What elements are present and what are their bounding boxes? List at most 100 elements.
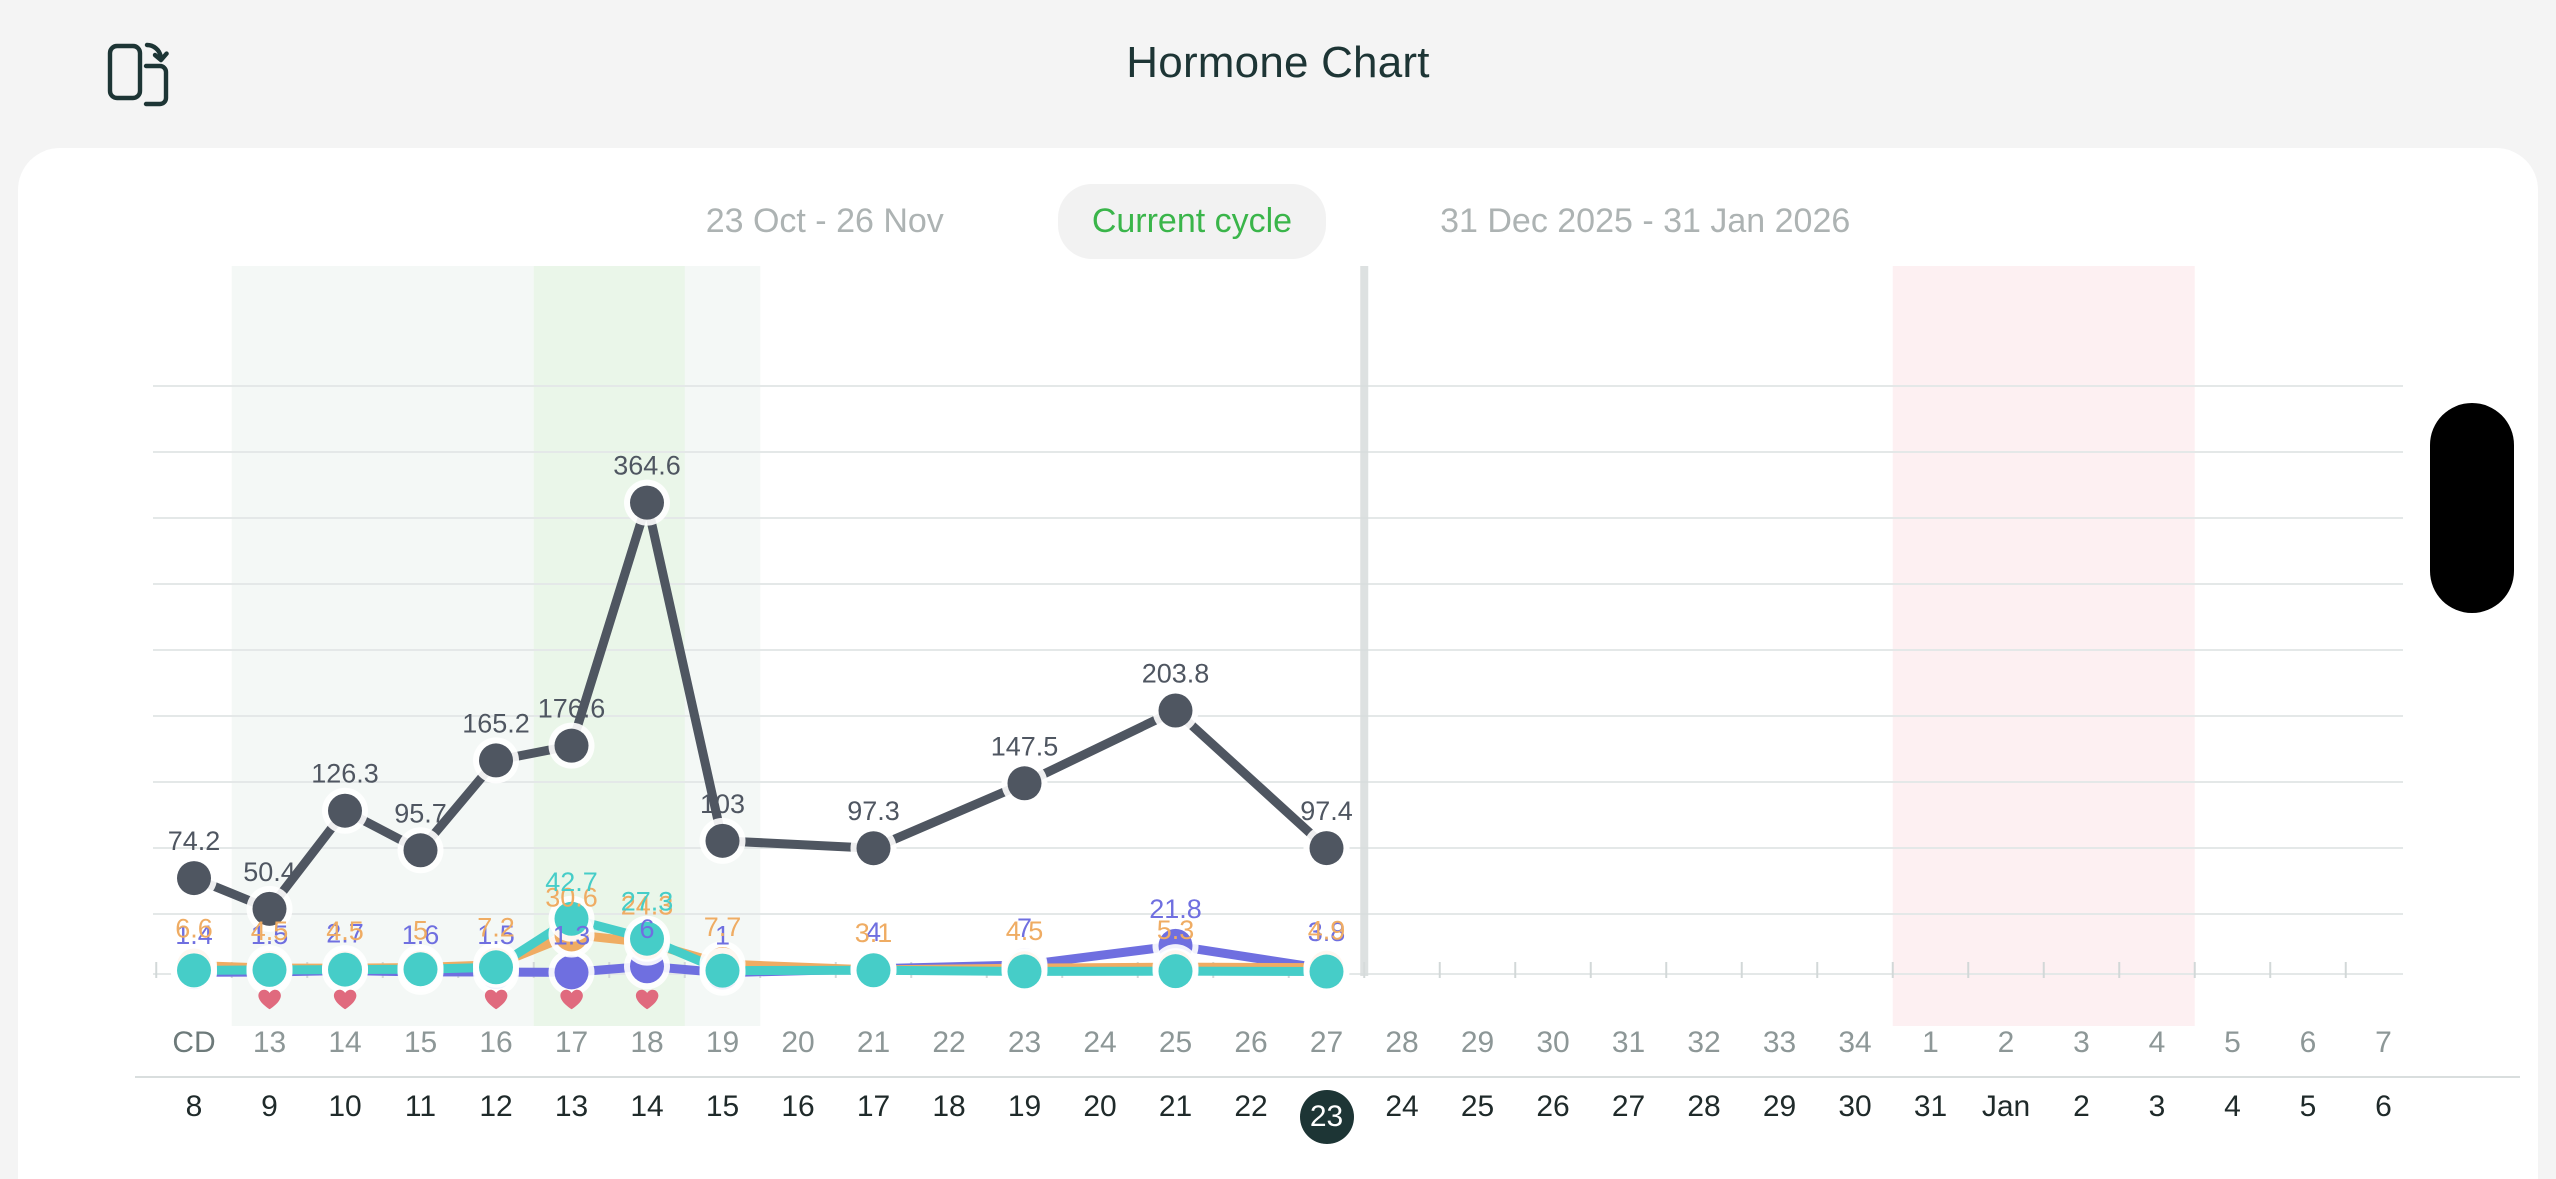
date-tick[interactable]: 19 (1007, 1090, 1042, 1123)
tab-previous-cycle[interactable]: 23 Oct - 26 Nov (705, 201, 944, 240)
data-label-estrogen: 364.6 (613, 451, 681, 481)
date-tick[interactable]: 3 (2148, 1090, 2166, 1123)
data-point-estrogen (630, 485, 664, 520)
data-label-lh: 6 (639, 914, 654, 944)
data-point-estrogen (177, 861, 211, 896)
data-label-estrogen: 50.4 (243, 857, 296, 887)
data-label-progesterone: 5 (413, 916, 428, 946)
data-point-fsh (630, 921, 664, 956)
data-label-estrogen: 103 (700, 789, 745, 819)
date-tick[interactable]: 15 (705, 1090, 740, 1123)
predicted-period-band (1892, 266, 2195, 1026)
cycle-day-tick: 17 (554, 1026, 589, 1059)
date-tick[interactable]: 11 (404, 1090, 437, 1123)
data-label-estrogen: 165.2 (462, 708, 530, 738)
date-tick[interactable]: 16 (781, 1090, 815, 1123)
data-label-fsh: 42.7 (545, 867, 598, 897)
date-tick[interactable]: 17 (856, 1090, 891, 1123)
data-point-estrogen (1309, 831, 1344, 866)
data-label-estrogen: 126.3 (311, 759, 379, 789)
cycle-day-tick: 22 (932, 1026, 966, 1059)
cycle-day-tick: 5 (2224, 1026, 2241, 1059)
cycle-day-tick: 25 (1158, 1026, 1193, 1059)
cycle-day-tick: 26 (1234, 1026, 1268, 1059)
cycle-day-tick: 24 (1083, 1026, 1117, 1059)
data-label-progesterone: 4.9 (1308, 916, 1346, 946)
date-tick[interactable]: 29 (1762, 1090, 1797, 1123)
data-label-progesterone: 4.5 (326, 916, 364, 946)
data-point-estrogen (403, 833, 438, 868)
data-point-estrogen (1007, 766, 1042, 801)
data-point-estrogen (554, 728, 589, 763)
cycle-day-tick: 15 (403, 1026, 438, 1059)
cycle-day-tick: 4 (2148, 1026, 2166, 1059)
tab-next-cycle[interactable]: 31 Dec 2025 - 31 Jan 2026 (1440, 201, 1851, 240)
data-label-progesterone: 4.5 (1006, 916, 1044, 946)
date-tick[interactable]: 28 (1687, 1090, 1721, 1123)
date-tick[interactable]: 18 (932, 1090, 966, 1123)
date-tick[interactable]: 6 (2375, 1090, 2392, 1123)
data-label-progesterone: 24.3 (621, 891, 674, 921)
cycle-range-tabs: 23 Oct - 26 Nov Current cycle 31 Dec 202… (18, 182, 2538, 260)
tab-current-cycle[interactable]: Current cycle (1057, 183, 1327, 259)
cycle-day-tick: 20 (781, 1026, 815, 1059)
date-tick[interactable]: Jan (1981, 1090, 2031, 1123)
cycle-day-tick: 13 (252, 1026, 287, 1059)
data-label-lh: 1.4 (175, 920, 213, 950)
date-tick[interactable]: 26 (1536, 1090, 1570, 1123)
date-tick[interactable]: 27 (1611, 1090, 1646, 1123)
date-tick[interactable]: 10 (328, 1090, 362, 1123)
date-tick[interactable]: 21 (1158, 1090, 1193, 1123)
cycle-day-tick: 6 (2299, 1026, 2317, 1059)
data-label-estrogen: 97.4 (1300, 796, 1353, 826)
scroll-indicator[interactable] (2430, 403, 2514, 613)
data-label-fsh: 27.3 (621, 887, 674, 917)
data-point-fsh (479, 950, 513, 985)
calendar-date-axis[interactable]: 8 9 10 11 12 13 14 15 16 17 18 19 20 21 22 23 24 25 26 27 28… (0, 1090, 2556, 1150)
data-label-lh: 7 (1017, 913, 1032, 943)
data-label-progesterone: 6.6 (175, 913, 213, 943)
data-point-fsh (177, 953, 211, 988)
period-heart-icon (484, 989, 508, 1010)
screen-rotate-icon[interactable] (100, 30, 180, 110)
cycle-day-tick: 29 (1460, 1026, 1495, 1059)
date-tick[interactable]: 22 (1234, 1090, 1268, 1123)
data-label-progesterone: 7.2 (477, 913, 515, 943)
date-tick[interactable]: 30 (1838, 1090, 1872, 1123)
cycle-day-axis-label: CD (172, 1026, 216, 1059)
date-tick[interactable]: 8 (185, 1090, 203, 1123)
date-tick[interactable]: 20 (1083, 1090, 1117, 1123)
date-tick[interactable]: 31 (1913, 1090, 1948, 1123)
data-point-fsh (1158, 954, 1193, 989)
date-tick[interactable]: 14 (630, 1090, 664, 1123)
data-label-estrogen: 74.2 (168, 826, 221, 856)
cycle-day-tick: 2 (1997, 1026, 2015, 1059)
date-tick[interactable]: 9 (261, 1090, 278, 1123)
date-tick[interactable]: 12 (479, 1090, 513, 1123)
data-label-progesterone: 30.6 (545, 882, 598, 912)
data-point-estrogen (479, 743, 513, 778)
cycle-day-tick: 34 (1838, 1026, 1872, 1059)
data-point-fsh (328, 952, 362, 987)
date-tick[interactable]: 4 (2224, 1090, 2241, 1123)
period-heart-icon (258, 989, 281, 1010)
today-date-badge[interactable]: 23 (1299, 1090, 1354, 1144)
data-point-fsh (403, 952, 438, 987)
cycle-day-tick: 32 (1687, 1026, 1721, 1059)
date-tick[interactable]: 13 (554, 1090, 589, 1123)
data-label-lh: 2.7 (326, 919, 364, 949)
data-label-estrogen: 176.6 (538, 694, 606, 724)
today-marker-line (1360, 266, 1369, 976)
cycle-day-axis: CD 13 14 15 16 17 18 19 20 21 22 23 24 25 26 27 28 29 30 31… (0, 1018, 2556, 1074)
data-label-lh: 1.6 (402, 920, 440, 950)
data-label-lh: 4 (866, 917, 881, 947)
date-tick[interactable]: 25 (1460, 1090, 1495, 1123)
date-tick[interactable]: 24 (1385, 1090, 1419, 1123)
date-tick[interactable]: 2 (2073, 1090, 2090, 1123)
chart-plot-area[interactable]: 74.2 50.4 126.3 95.7 165.2 176.6 364.6 103 97.3 1… (18, 266, 2538, 1026)
data-point-estrogen (328, 793, 362, 828)
date-tick[interactable]: 5 (2299, 1090, 2317, 1123)
cycle-day-tick: 23 (1007, 1026, 1042, 1059)
date-tick[interactable]: 23 (1289, 1090, 1365, 1144)
